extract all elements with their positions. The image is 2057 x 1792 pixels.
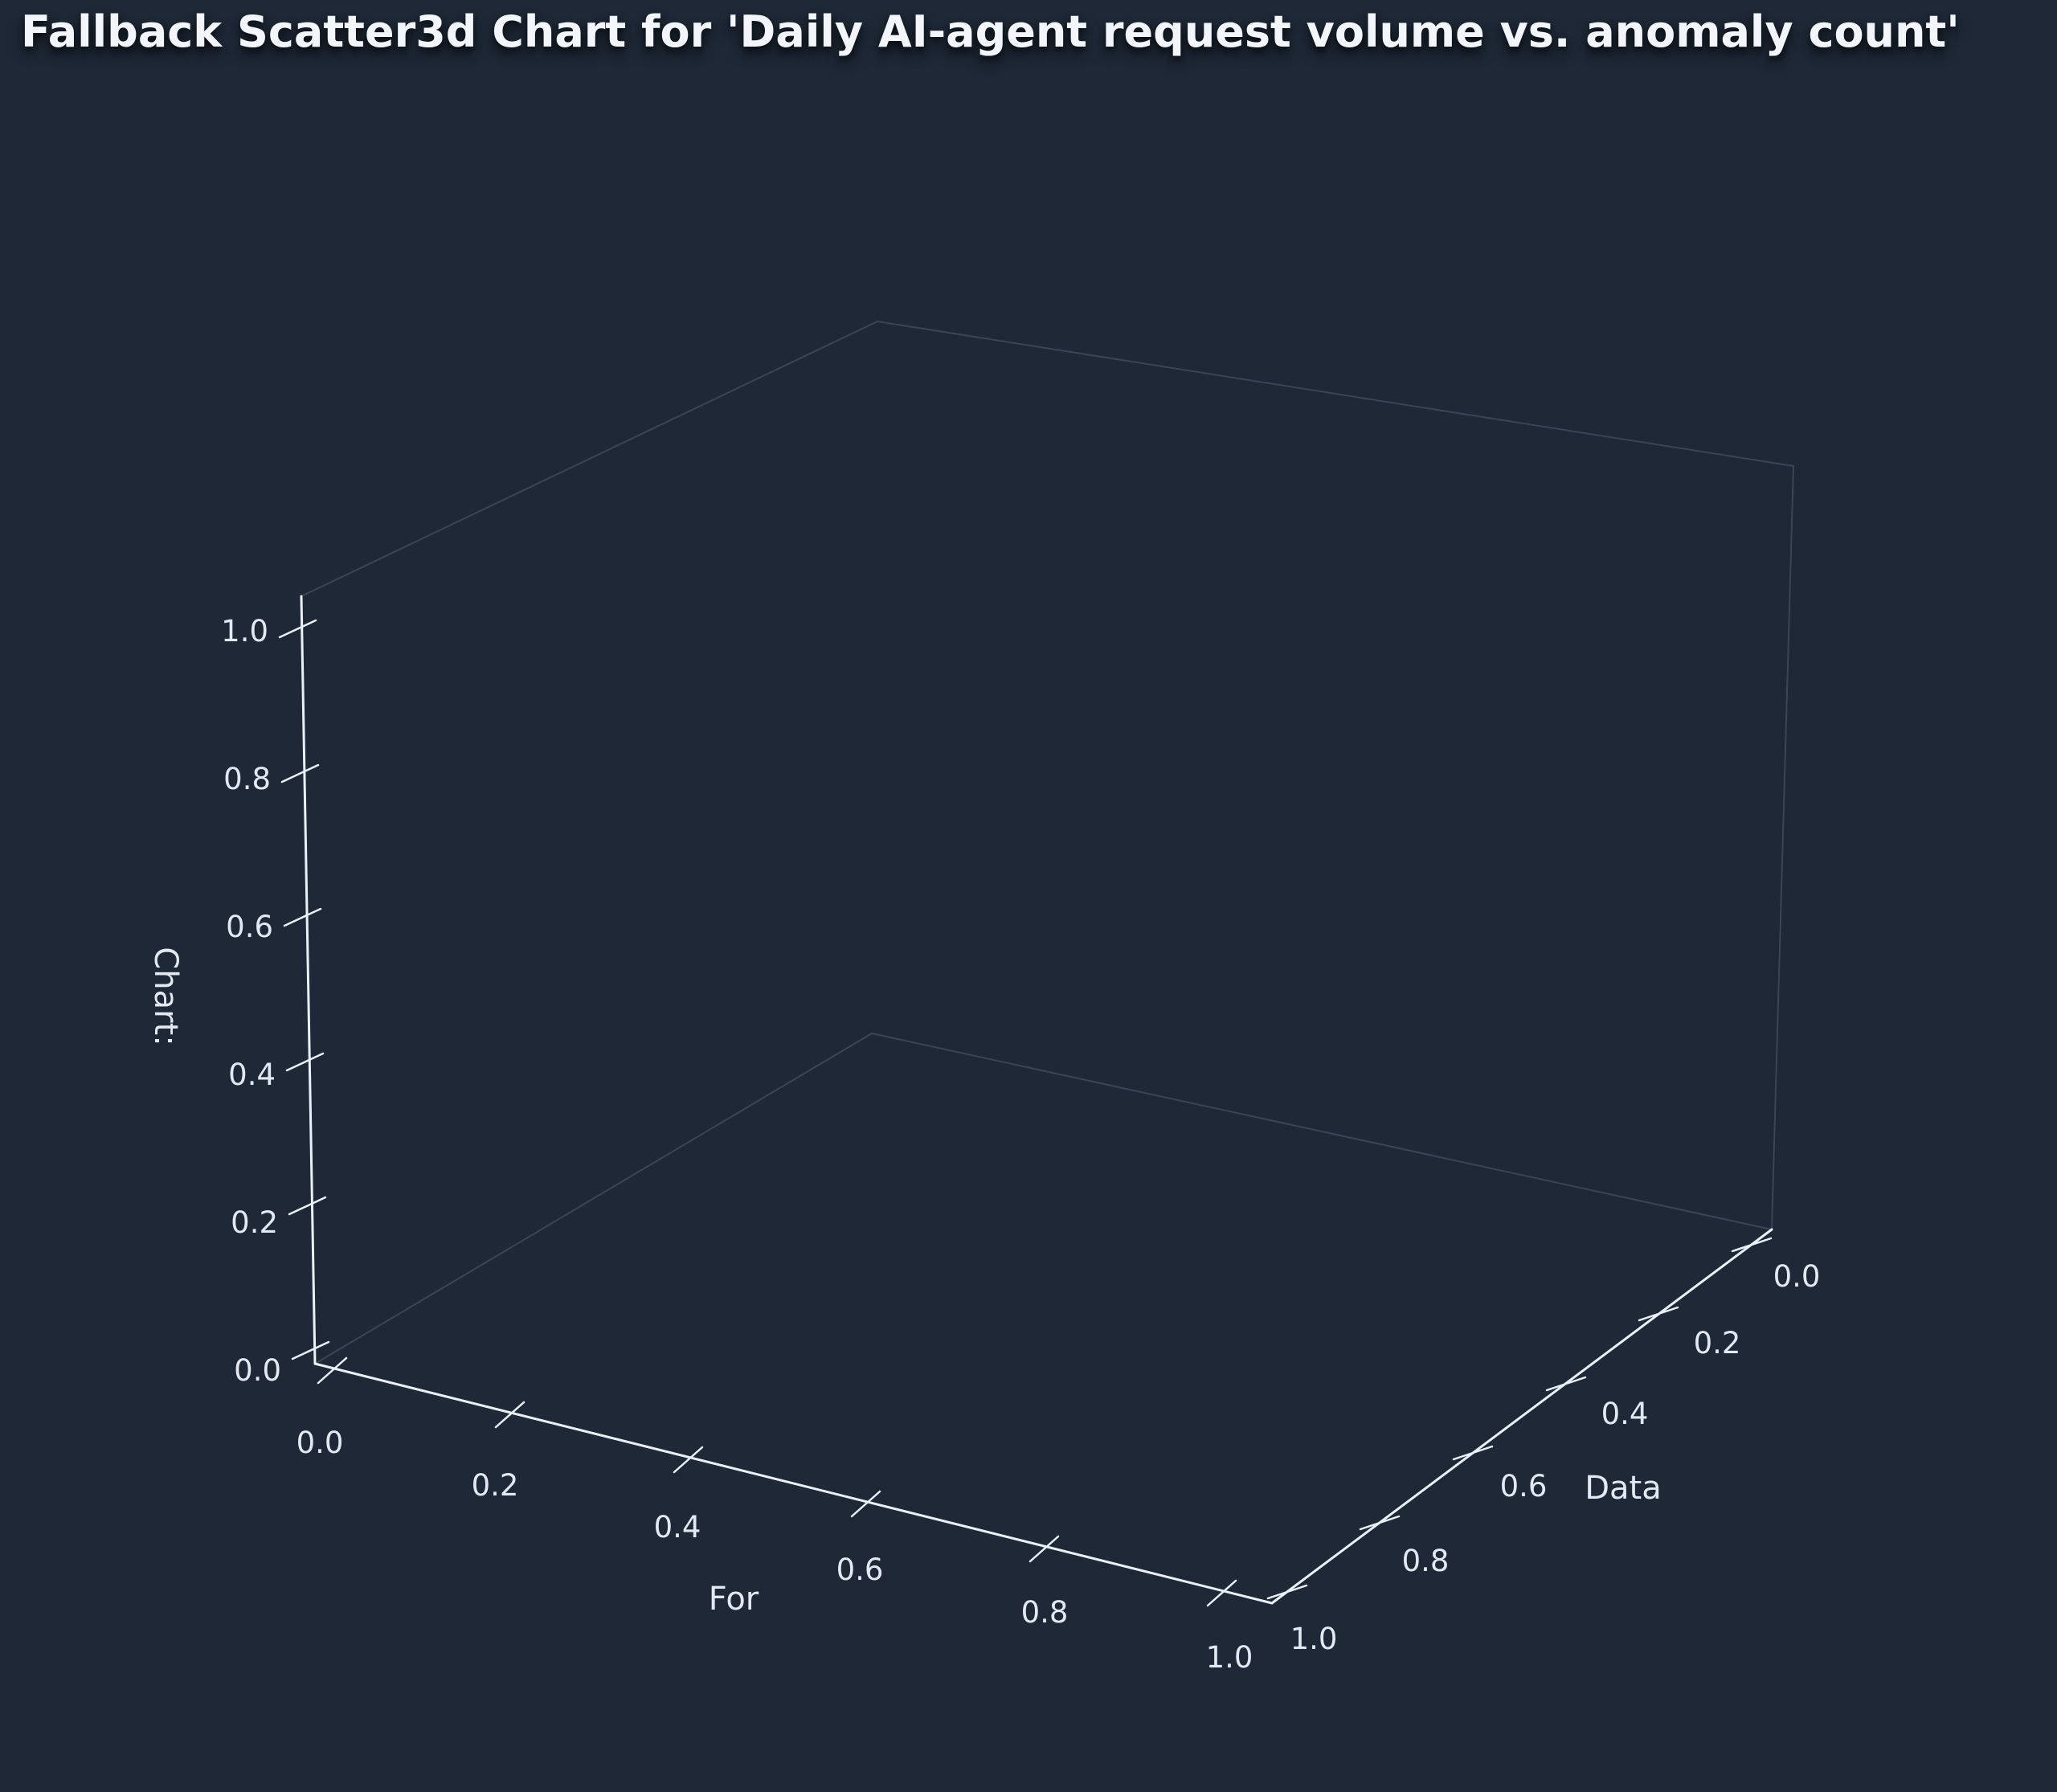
y-axis-tick-label: 0.6 [1500,1469,1548,1504]
z-axis-tick-label: 0.2 [231,1205,278,1240]
z-axis-tick [285,1052,325,1072]
z-axis-tick-label: 0.8 [223,762,271,796]
x-axis-tick-label: 0.0 [296,1426,344,1460]
y-axis-tick-label: 0.2 [1694,1326,1741,1360]
z-axis-tick [288,1196,327,1216]
pane-edge-floor-left [314,1033,873,1364]
x-axis-tick [1206,1579,1237,1607]
y-axis-tick [1266,1584,1308,1600]
y-axis-tick [1359,1515,1401,1531]
pane-edge-top-left [301,321,878,597]
z-axis-tick-label: 0.4 [228,1058,276,1092]
z-axis-label: Chart: [147,947,184,1045]
pane-edge-floor-right [871,1033,1773,1230]
x-axis-tick [850,1490,881,1518]
x-axis-tick-label: 0.6 [836,1553,884,1587]
y-axis-tick [1452,1445,1494,1461]
y-axis-tick-label: 1.0 [1290,1622,1338,1656]
z-axis-tick-label: 0.6 [226,910,273,944]
z-axis-tick [283,907,322,927]
y-axis-tick-label: 0.4 [1601,1397,1649,1431]
chart-title: Fallback Scatter3d Chart for 'Daily AI-a… [21,6,1960,57]
x-axis-tick [673,1446,704,1474]
y-axis-tick [1545,1376,1587,1392]
z-axis-tick [278,619,317,639]
y-axis-tick-label: 0.8 [1402,1544,1450,1578]
z-axis-tick [280,763,320,783]
z-axis-tick-label: 0.0 [234,1353,281,1388]
x-axis-line [313,1362,1274,1605]
z-axis-tick-label: 1.0 [221,614,268,648]
x-axis-tick-label: 0.8 [1021,1595,1069,1630]
x-axis-tick-label: 1.0 [1206,1640,1253,1675]
x-axis-tick-label: 0.4 [654,1510,701,1544]
x-axis-label: For [709,1581,759,1618]
x-axis-tick [494,1401,525,1429]
y-axis-tick-label: 0.0 [1773,1259,1821,1294]
x-axis-tick [317,1356,348,1385]
pane-edge-right-vertical [1771,465,1794,1230]
z-axis-tick [291,1340,330,1360]
y-axis-tick [1731,1237,1773,1253]
x-axis-tick [1028,1535,1060,1563]
y-axis-line [1270,1228,1773,1605]
y-axis-label: Data [1585,1470,1662,1507]
pane-edge-top-right [877,321,1794,467]
y-axis-tick [1638,1306,1679,1322]
z-axis-line [300,595,317,1365]
x-axis-tick-label: 0.2 [472,1468,519,1503]
